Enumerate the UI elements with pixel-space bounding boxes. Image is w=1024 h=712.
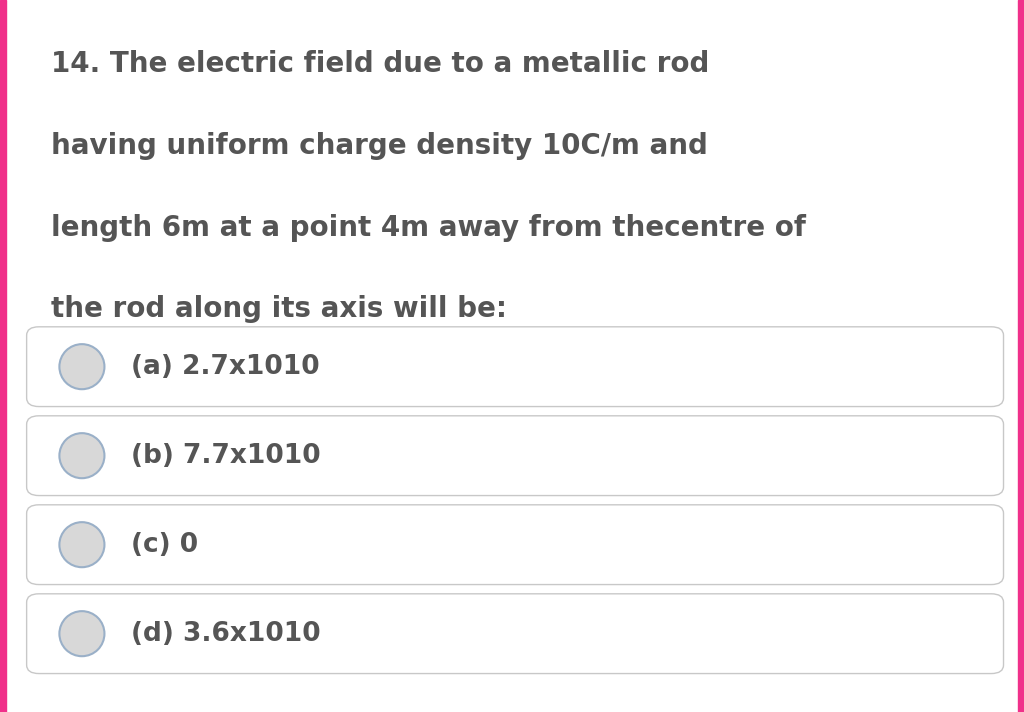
Text: (a) 2.7x1010: (a) 2.7x1010 — [131, 354, 319, 379]
FancyBboxPatch shape — [27, 416, 1004, 496]
Text: (b) 7.7x1010: (b) 7.7x1010 — [131, 443, 321, 468]
FancyBboxPatch shape — [27, 327, 1004, 407]
Ellipse shape — [59, 344, 104, 389]
Text: (c) 0: (c) 0 — [131, 532, 199, 557]
FancyBboxPatch shape — [27, 594, 1004, 674]
Text: 14. The electric field due to a metallic rod: 14. The electric field due to a metallic… — [51, 50, 710, 78]
FancyBboxPatch shape — [27, 505, 1004, 585]
Text: having uniform charge density 10C/m and: having uniform charge density 10C/m and — [51, 132, 708, 159]
Text: (d) 3.6x1010: (d) 3.6x1010 — [131, 621, 321, 646]
Ellipse shape — [59, 611, 104, 656]
Ellipse shape — [59, 522, 104, 567]
Ellipse shape — [59, 433, 104, 478]
Text: length 6m at a point 4m away from thecentre of: length 6m at a point 4m away from thecen… — [51, 214, 806, 241]
Text: the rod along its axis will be:: the rod along its axis will be: — [51, 295, 507, 323]
